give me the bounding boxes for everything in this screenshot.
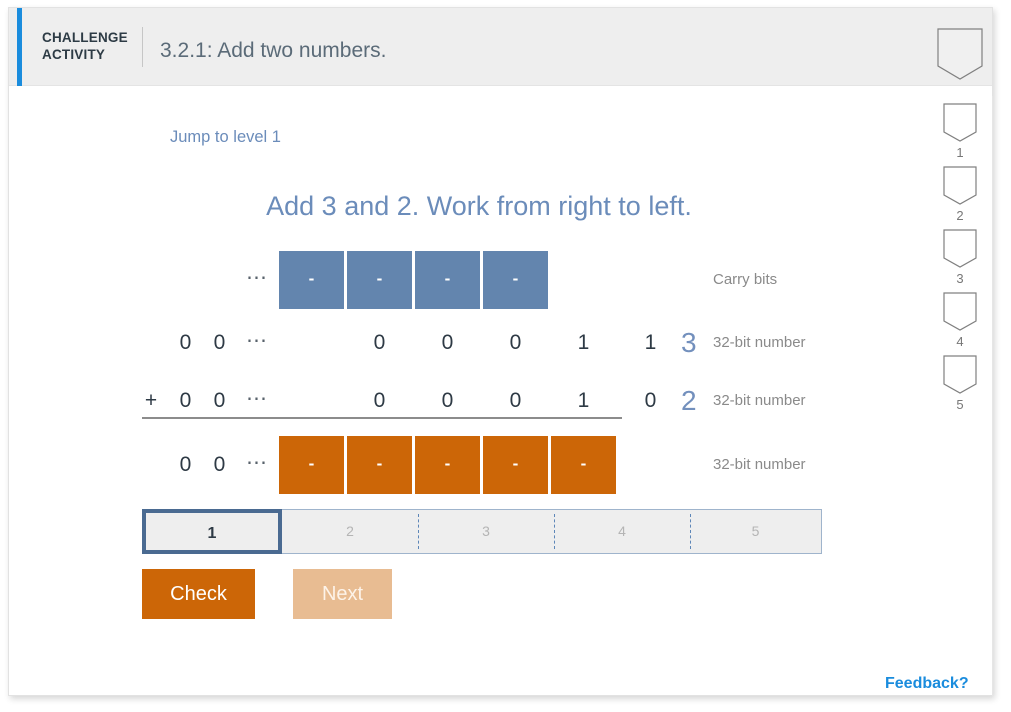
operand2-decimal-value: 2	[681, 385, 697, 416]
sum-box-4[interactable]: -	[483, 436, 548, 494]
carry-box-1[interactable]: -	[279, 251, 344, 309]
page-title: 3.2.1: Add two numbers.	[160, 39, 387, 62]
carry-box-2[interactable]: -	[347, 251, 412, 309]
rail-item-label: 1	[956, 145, 964, 160]
operand1-decimal-value: 3	[681, 327, 697, 358]
jump-to-level-link[interactable]: Jump to level 1	[170, 128, 281, 146]
operand1-digit-1: 0	[373, 331, 386, 354]
sum-row-ellipsis: ⋯	[246, 451, 268, 474]
header-divider	[142, 27, 143, 67]
sum-leading-digit-2: 0	[213, 453, 226, 476]
step-5[interactable]: 5	[690, 510, 821, 553]
pennant-icon	[937, 28, 983, 80]
rail-item-5[interactable]: 5	[929, 355, 991, 418]
rail-item-label: 2	[956, 208, 964, 223]
activity-card: CHALLENGE ACTIVITY 3.2.1: Add two number…	[8, 7, 993, 696]
addition-rule	[142, 417, 622, 419]
operand1-digit-3: 0	[509, 331, 522, 354]
operand2-digit-4: 1	[577, 389, 590, 412]
operand1-leading-digit-2: 0	[213, 331, 226, 354]
sum-row: 0 0 ⋯ - - - - - 32-bit number	[140, 430, 840, 494]
sum-box-1[interactable]: -	[279, 436, 344, 494]
step-label: 3	[482, 523, 490, 539]
step-4[interactable]: 4	[554, 510, 690, 553]
sum-box-2[interactable]: -	[347, 436, 412, 494]
level-rail: 1 2 3 4	[929, 103, 991, 423]
operand2-label: 32-bit number	[713, 392, 806, 409]
carry-bits-label: Carry bits	[713, 271, 778, 288]
pennant-icon	[943, 292, 977, 331]
step-progress-bar: 1 2 3 4 5	[142, 509, 822, 554]
rail-item-2[interactable]: 2	[929, 166, 991, 229]
carry-row: ⋯ - - - - Carry bits	[140, 251, 840, 314]
step-1[interactable]: 1	[142, 509, 282, 554]
operand-row-1: 0 0 ⋯ 0 0 0 1 1 3 32-bit number	[140, 314, 840, 372]
operand2-ellipsis: ⋯	[246, 387, 268, 410]
sum-leading-digit-1: 0	[179, 453, 192, 476]
prompt-text: Add 3 and 2. Work from right to left.	[266, 191, 692, 221]
operand1-digit-4: 1	[577, 331, 590, 354]
step-label: 1	[207, 525, 217, 542]
step-label: 4	[618, 523, 626, 539]
operand1-digit-5: 1	[644, 331, 657, 354]
pennant-icon	[943, 355, 977, 394]
rail-item-1[interactable]: 1	[929, 103, 991, 166]
step-divider	[554, 514, 555, 549]
operand2-leading-digit-1: 0	[179, 389, 192, 412]
carry-row-ellipsis: ⋯	[246, 266, 268, 289]
plus-sign: +	[144, 389, 158, 412]
rail-item-label: 4	[956, 334, 964, 349]
header-pennant-icon	[937, 28, 983, 81]
activity-header: CHALLENGE ACTIVITY 3.2.1: Add two number…	[9, 8, 992, 86]
operand-row-2: + 0 0 ⋯ 0 0 0 1 0 2 32-bit number	[140, 372, 840, 430]
operand2-digit-2: 0	[441, 389, 454, 412]
operand2-digit-3: 0	[509, 389, 522, 412]
feedback-link[interactable]: Feedback?	[885, 675, 969, 692]
pennant-icon	[943, 103, 977, 142]
sum-box-5[interactable]: -	[551, 436, 616, 494]
carry-box-4[interactable]: -	[483, 251, 548, 309]
sum-label: 32-bit number	[713, 456, 806, 473]
operand1-label: 32-bit number	[713, 334, 806, 351]
operand2-digit-5: 0	[644, 389, 657, 412]
operand1-ellipsis: ⋯	[246, 329, 268, 352]
step-divider	[690, 514, 691, 549]
rail-item-label: 5	[956, 397, 964, 412]
step-3[interactable]: 3	[418, 510, 554, 553]
check-button[interactable]: Check	[142, 569, 255, 619]
pennant-icon	[943, 166, 977, 205]
operand2-leading-digit-2: 0	[213, 389, 226, 412]
next-button[interactable]: Next	[293, 569, 392, 619]
operand2-digit-1: 0	[373, 389, 386, 412]
addition-worksheet: ⋯ - - - - Carry bits 0 0 ⋯ 0 0 0 1 1 3 3…	[140, 251, 840, 494]
rail-separator	[992, 96, 993, 696]
step-2[interactable]: 2	[282, 510, 418, 553]
rail-item-label: 3	[956, 271, 964, 286]
operand1-digit-2: 0	[441, 331, 454, 354]
header-accent-bar	[17, 8, 22, 86]
carry-box-3[interactable]: -	[415, 251, 480, 309]
rail-item-4[interactable]: 4	[929, 292, 991, 355]
rail-item-3[interactable]: 3	[929, 229, 991, 292]
step-divider	[418, 514, 419, 549]
pennant-icon	[943, 229, 977, 268]
operand1-leading-digit-1: 0	[179, 331, 192, 354]
step-label: 5	[751, 523, 760, 539]
sum-box-3[interactable]: -	[415, 436, 480, 494]
step-label: 2	[346, 523, 354, 539]
header-kicker: CHALLENGE ACTIVITY	[42, 30, 128, 62]
